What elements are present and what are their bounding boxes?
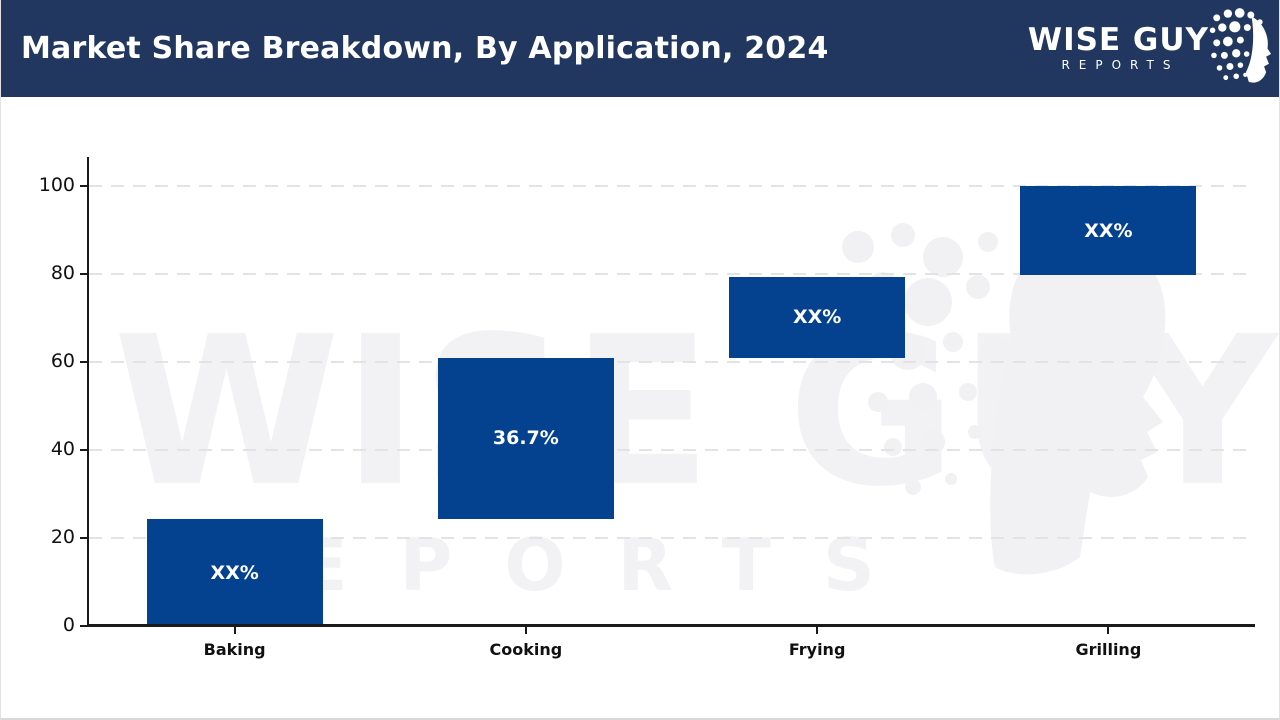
plot-area: XX% 36.7% XX% XX% bbox=[89, 160, 1254, 626]
bar-value-label: XX% bbox=[1084, 219, 1133, 242]
gridline-y-40 bbox=[89, 449, 1254, 452]
bar-frying: XX% bbox=[729, 276, 906, 358]
logo-text: WISE GUY REPORTS bbox=[1028, 24, 1209, 72]
x-tick-mark bbox=[816, 627, 819, 634]
y-tick-label: 60 bbox=[50, 350, 75, 373]
x-axis-line bbox=[87, 624, 1255, 627]
watermark-head-icon bbox=[783, 217, 1203, 601]
y-tick-mark bbox=[80, 185, 87, 188]
gridline-y-60 bbox=[89, 361, 1254, 364]
y-tick-label: 100 bbox=[38, 174, 75, 197]
bar-cooking: 36.7% bbox=[437, 357, 614, 520]
x-category-label-grilling: Grilling bbox=[1075, 640, 1142, 659]
bar-grilling: XX% bbox=[1020, 186, 1197, 276]
page-title: Market Share Breakdown, By Application, … bbox=[21, 31, 829, 66]
y-tick-label: 20 bbox=[50, 526, 75, 549]
x-category-label-baking: Baking bbox=[203, 640, 266, 659]
x-tick-mark bbox=[524, 627, 527, 634]
y-tick-label: 80 bbox=[50, 262, 75, 285]
gridline-y-20 bbox=[89, 537, 1254, 540]
chart-area: WISE GUY REPORTS XX% 36.7% bbox=[1, 97, 1279, 718]
gridline-y-100 bbox=[89, 185, 1254, 188]
y-tick-label: 0 bbox=[62, 614, 75, 636]
wise-guy-logo: WISE GUY REPORTS bbox=[1017, 6, 1271, 92]
y-tick-label: 40 bbox=[50, 438, 75, 461]
x-tick-mark bbox=[233, 627, 236, 634]
bar-value-label: XX% bbox=[792, 306, 842, 329]
x-category-label-frying: Frying bbox=[788, 640, 846, 659]
x-tick-mark bbox=[1107, 627, 1110, 634]
y-tick-mark bbox=[80, 625, 87, 627]
y-tick-mark bbox=[80, 273, 87, 276]
x-category-label-cooking: Cooking bbox=[489, 640, 563, 659]
y-axis-line bbox=[87, 157, 89, 626]
dotted-head-icon bbox=[1207, 8, 1271, 97]
y-tick-mark bbox=[80, 361, 87, 364]
y-tick-mark bbox=[80, 449, 87, 452]
bar-value-label: 36.7% bbox=[492, 427, 559, 450]
bar-baking: XX% bbox=[146, 519, 323, 626]
bar-value-label: XX% bbox=[210, 561, 259, 584]
logo-subtitle: REPORTS bbox=[1061, 57, 1180, 72]
logo-wordmark: WISE GUY bbox=[1027, 22, 1209, 58]
y-tick-mark bbox=[80, 537, 87, 540]
gridline-y-80 bbox=[89, 273, 1254, 276]
header-bar: Market Share Breakdown, By Application, … bbox=[1, 0, 1279, 97]
